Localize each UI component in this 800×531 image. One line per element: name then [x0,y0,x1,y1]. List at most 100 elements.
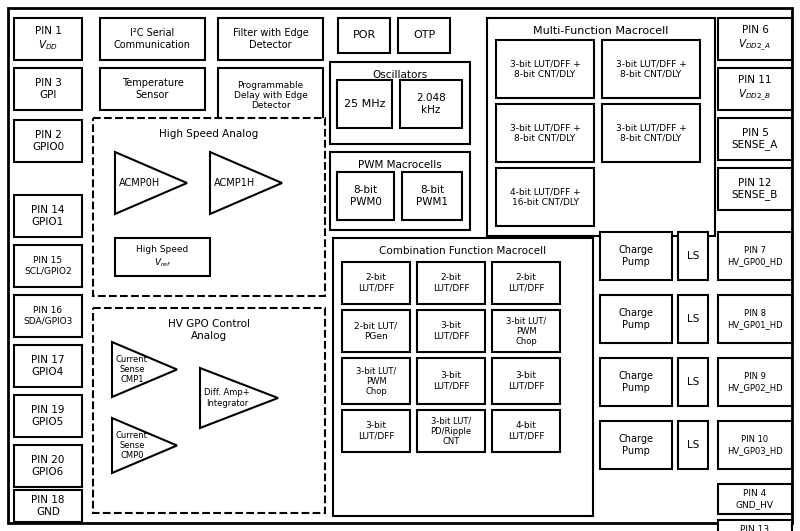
Text: 3-bit LUT/DFF +
8-bit CNT/DLY: 3-bit LUT/DFF + 8-bit CNT/DLY [616,123,686,143]
Text: 8-bit
PWM0: 8-bit PWM0 [350,185,382,207]
Bar [100,68,205,110]
Text: 3-bit LUT/DFF +
8-bit CNT/DLY: 3-bit LUT/DFF + 8-bit CNT/DLY [616,59,686,79]
Bar [14,68,82,110]
Bar [218,68,323,123]
Text: 3-bit
LUT/DFF: 3-bit LUT/DFF [433,371,470,391]
Text: PIN 9
HV_GP02_HD: PIN 9 HV_GP02_HD [727,372,783,392]
Bar [14,195,82,237]
Text: PIN 3
GPI: PIN 3 GPI [34,78,62,100]
Text: HV GPO Control
Analog: HV GPO Control Analog [168,319,250,340]
Bar [678,295,708,343]
Bar [600,358,672,406]
Text: 3-bit
LUT/DFF: 3-bit LUT/DFF [433,321,470,341]
Text: PIN 10
HV_GP03_HD: PIN 10 HV_GP03_HD [727,435,783,455]
Text: LS: LS [687,314,699,324]
Bar [718,118,792,160]
Text: PIN 20
GPIO6: PIN 20 GPIO6 [31,455,65,477]
Bar [400,80,462,128]
Bar [492,262,560,304]
Bar [718,68,792,110]
Text: LS: LS [687,440,699,450]
Text: 3-bit
LUT/DFF: 3-bit LUT/DFF [358,421,394,441]
Text: LS: LS [687,377,699,387]
Bar [417,358,485,404]
Bar [93,118,325,296]
Bar [718,520,792,531]
Text: OTP: OTP [413,30,435,40]
Bar [337,172,394,220]
Text: PIN 18
GND: PIN 18 GND [31,495,65,517]
Bar [342,358,410,404]
Bar [330,62,470,144]
Text: PIN 13
GND_HV: PIN 13 GND_HV [736,525,774,531]
Bar [330,152,470,230]
Bar [602,104,700,162]
Text: High Speed Analog: High Speed Analog [159,129,258,139]
Bar [602,40,700,98]
Bar [678,232,708,280]
Text: Multi-Function Macrocell: Multi-Function Macrocell [534,26,669,36]
Text: 25 MHz: 25 MHz [344,99,386,109]
Bar [93,308,325,513]
Text: PIN 1
$V_{DD}$: PIN 1 $V_{DD}$ [34,26,62,52]
Text: PIN 4
GND_HV: PIN 4 GND_HV [736,489,774,509]
Text: PWM Macrocells: PWM Macrocells [358,160,442,170]
Bar [718,484,792,514]
Bar [337,80,392,128]
Text: POR: POR [352,30,376,40]
Text: LS: LS [687,251,699,261]
Text: PIN 19
GPIO5: PIN 19 GPIO5 [31,405,65,427]
Bar [678,421,708,469]
Bar [417,310,485,352]
Bar [417,410,485,452]
Text: 4-bit
LUT/DFF: 4-bit LUT/DFF [508,421,544,441]
Bar [600,295,672,343]
Bar [14,18,82,60]
Text: PIN 15
SCL/GPIO2: PIN 15 SCL/GPIO2 [24,256,72,276]
Bar [218,18,323,60]
Bar [718,168,792,210]
Text: 2-bit LUT/
PGen: 2-bit LUT/ PGen [354,321,398,341]
Bar [487,18,715,236]
Text: 3-bit
LUT/DFF: 3-bit LUT/DFF [508,371,544,391]
Bar [496,40,594,98]
Bar [496,168,594,226]
Text: Charge
Pump: Charge Pump [618,245,654,267]
Text: 2.048
kHz: 2.048 kHz [416,93,446,115]
Bar [718,421,792,469]
Bar [678,358,708,406]
Bar [398,18,450,53]
Bar [14,490,82,522]
Bar [342,410,410,452]
Text: Charge
Pump: Charge Pump [618,434,654,456]
Bar [14,295,82,337]
Bar [402,172,462,220]
Bar [338,18,390,53]
Bar [115,238,210,276]
Bar [100,18,205,60]
Text: Diff. Amp+
Integrator: Diff. Amp+ Integrator [204,388,250,408]
Bar [718,232,792,280]
Text: PIN 2
GPIO0: PIN 2 GPIO0 [32,130,64,152]
Bar [600,421,672,469]
Bar [14,395,82,437]
Text: 2-bit
LUT/DFF: 2-bit LUT/DFF [433,273,470,293]
Text: PIN 14
GPIO1: PIN 14 GPIO1 [31,205,65,227]
Bar [14,345,82,387]
Bar [333,238,593,516]
Text: Combination Function Macrocell: Combination Function Macrocell [379,246,546,256]
Text: 3-bit LUT/
PD/Ripple
CNT: 3-bit LUT/ PD/Ripple CNT [430,416,471,446]
Bar [14,445,82,487]
Text: 2-bit
LUT/DFF: 2-bit LUT/DFF [508,273,544,293]
Text: PIN 16
SDA/GPIO3: PIN 16 SDA/GPIO3 [23,306,73,326]
Text: 3-bit LUT/
PWM
Chop: 3-bit LUT/ PWM Chop [506,316,546,346]
Bar [718,358,792,406]
Bar [342,262,410,304]
Text: Charge
Pump: Charge Pump [618,371,654,393]
Text: 4-bit LUT/DFF +
16-bit CNT/DLY: 4-bit LUT/DFF + 16-bit CNT/DLY [510,187,580,207]
Bar [496,104,594,162]
Text: High Speed
$V_{ref}$: High Speed $V_{ref}$ [136,245,189,269]
Text: 3-bit LUT/
PWM
Chop: 3-bit LUT/ PWM Chop [356,366,396,396]
Text: PIN 17
GPIO4: PIN 17 GPIO4 [31,355,65,377]
Text: Oscillators: Oscillators [372,70,428,80]
